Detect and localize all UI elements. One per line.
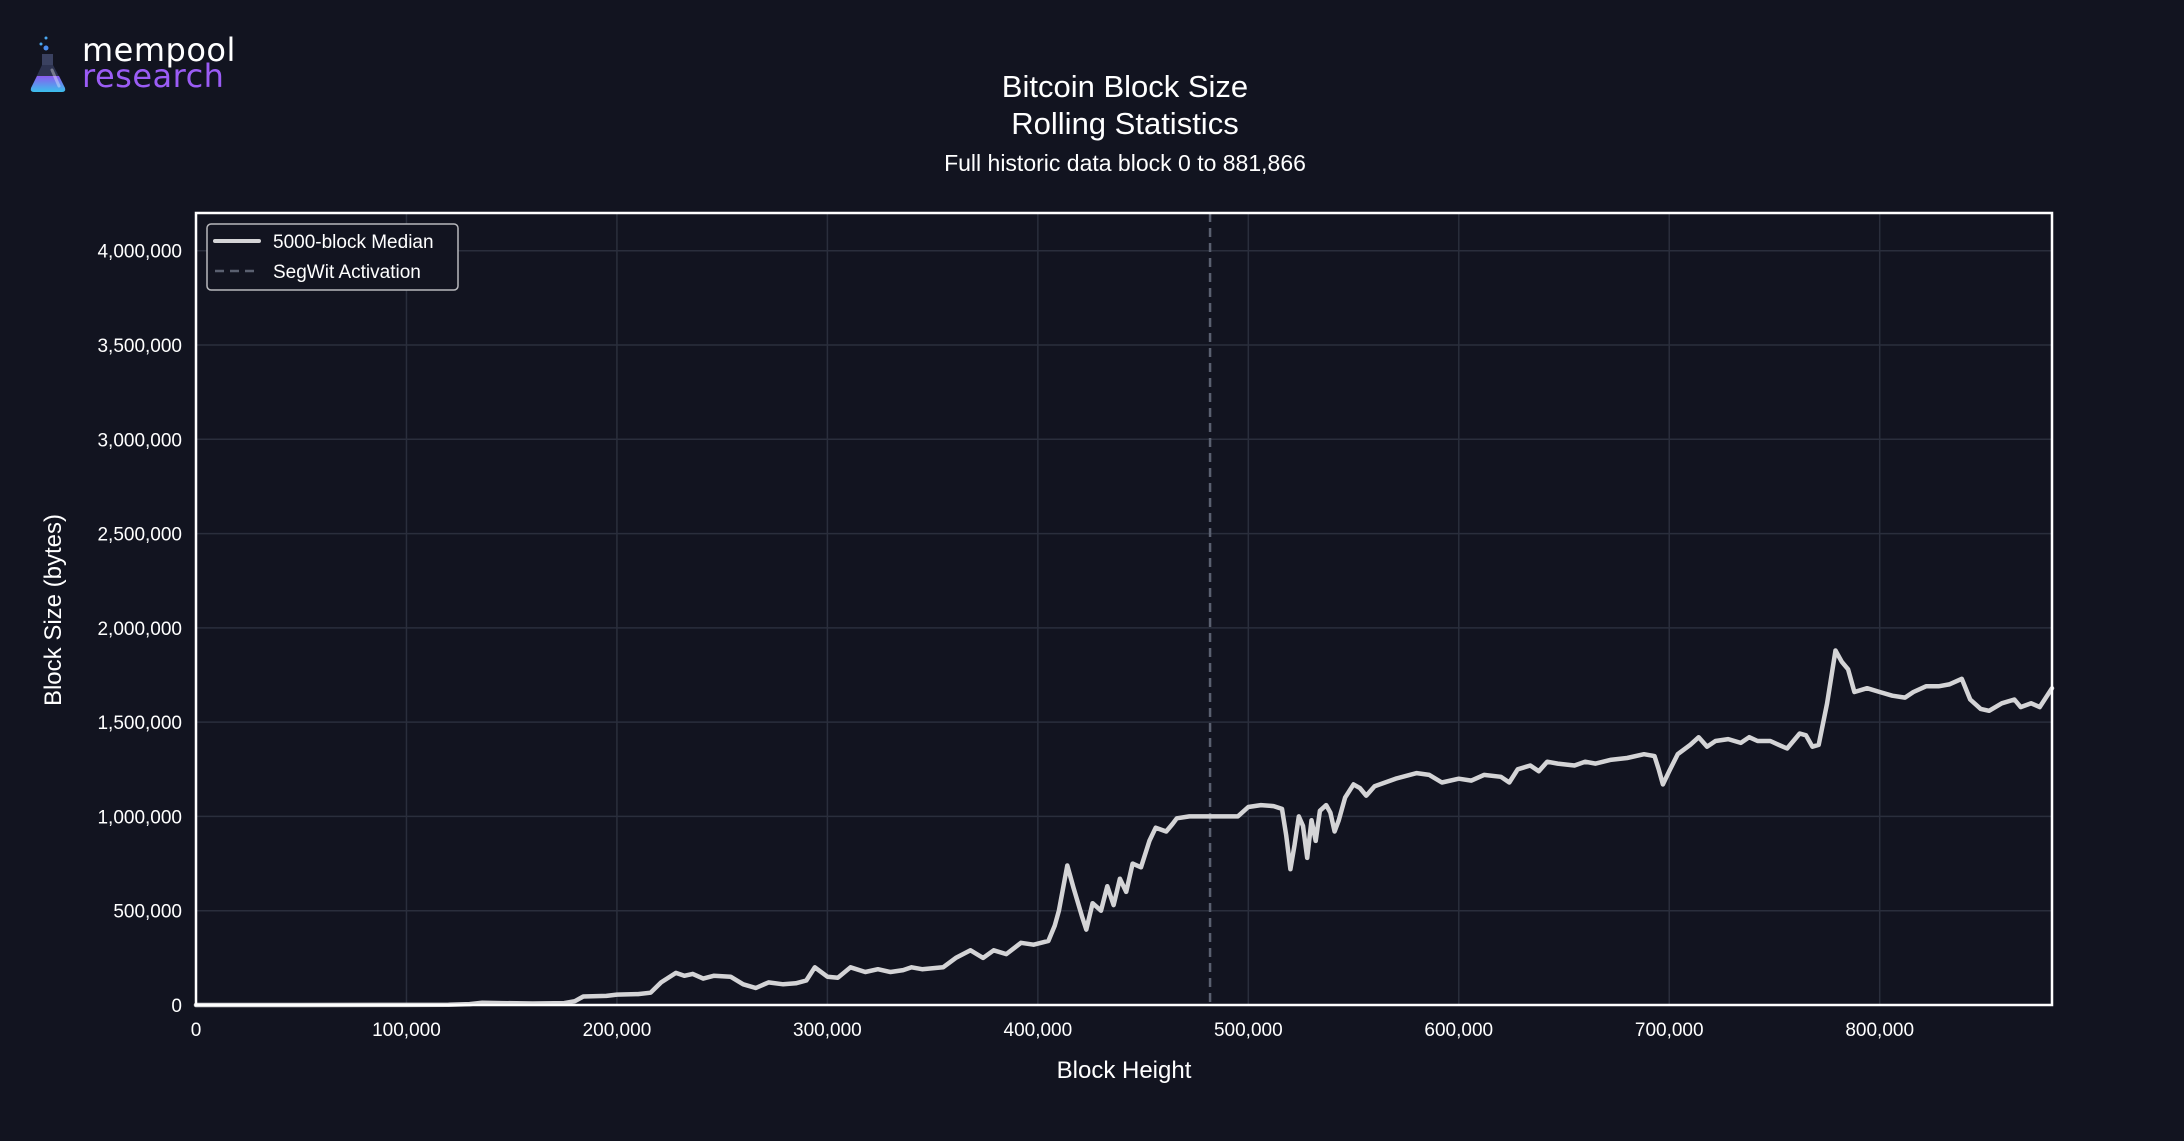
x-tick-label: 300,000 xyxy=(793,1020,862,1041)
x-tick-label: 800,000 xyxy=(1845,1020,1914,1041)
median-line-series xyxy=(193,648,2055,1008)
legend-label: SegWit Activation xyxy=(273,262,421,283)
chart-title-line2: Rolling Statistics xyxy=(1011,106,1239,141)
x-tick-label: 600,000 xyxy=(1424,1020,1493,1041)
y-tick-label: 3,500,000 xyxy=(97,336,182,357)
chart-titles: Bitcoin Block Size Rolling Statistics Fu… xyxy=(0,68,2184,177)
y-tick-label: 1,500,000 xyxy=(97,713,182,734)
y-tick-label: 2,000,000 xyxy=(97,619,182,640)
grid-lines xyxy=(195,213,2052,1006)
y-tick-label: 0 xyxy=(171,996,182,1017)
legend-label: 5000-block Median xyxy=(273,232,434,253)
x-tick-label: 100,000 xyxy=(372,1020,441,1041)
y-axis-ticks: 0 500,000 1,000,000 1,500,000 2,000,000 2,500… xyxy=(97,242,182,1017)
y-tick-label: 2,500,000 xyxy=(97,525,182,546)
plot-frame xyxy=(194,211,2054,1007)
chart-subtitle: Full historic data block 0 to 881,866 xyxy=(944,150,1306,176)
x-tick-label: 700,000 xyxy=(1635,1020,1704,1041)
x-axis-ticks: 0 100,000 200,000 300,000 400,000 500,000 600,… xyxy=(191,1020,1914,1041)
y-tick-label: 1,000,000 xyxy=(97,807,182,828)
x-axis-label: Block Height xyxy=(1057,1057,1192,1084)
x-tick-label: 0 xyxy=(191,1020,202,1041)
y-tick-label: 4,000,000 xyxy=(97,242,182,263)
flask-icon xyxy=(30,36,66,92)
x-tick-label: 500,000 xyxy=(1214,1020,1283,1041)
logo-wordmark-bottom: research xyxy=(82,57,225,95)
x-tick-label: 200,000 xyxy=(583,1020,652,1041)
mempool-research-logo: mempool research xyxy=(28,32,236,94)
y-axis-label: Block Size (bytes) xyxy=(40,514,67,706)
plot-series xyxy=(193,213,2055,1008)
chart-legend: 5000-block Median SegWit Activation xyxy=(206,223,459,291)
x-tick-label: 400,000 xyxy=(1004,1020,1073,1041)
logo-wordmark-top: mempool xyxy=(82,31,236,69)
y-tick-label: 500,000 xyxy=(113,902,182,923)
y-tick-label: 3,000,000 xyxy=(97,430,182,451)
chart-title: Bitcoin Block Size xyxy=(1001,69,1249,104)
